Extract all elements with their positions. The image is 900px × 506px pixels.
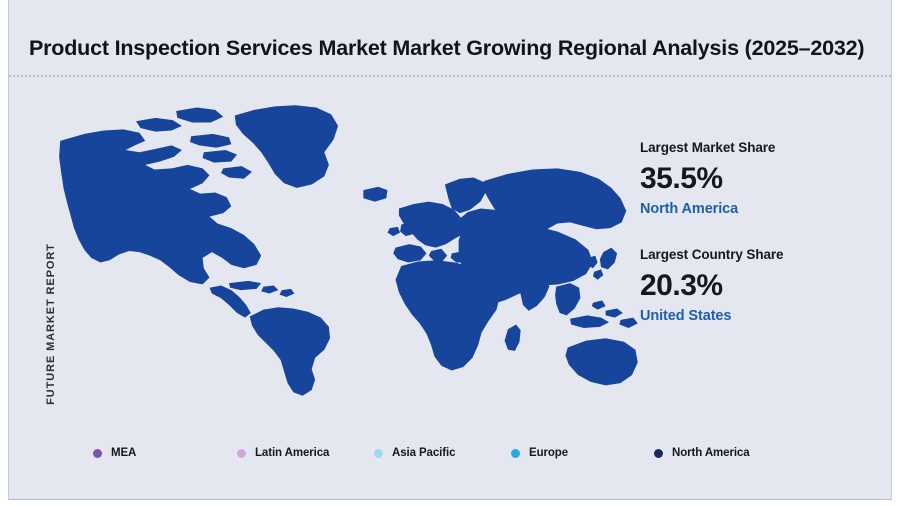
- legend-dot-icon: [511, 448, 520, 458]
- southern-europe-landmass: [393, 244, 474, 263]
- legend-item-north-america: North America: [654, 447, 750, 459]
- british-isles: [387, 221, 418, 237]
- middle-east-landmass: [467, 257, 506, 289]
- legend-item-mea: MEA: [93, 447, 136, 459]
- stats-panel: Largest Market Share 35.5% North America…: [640, 140, 880, 354]
- north-america-landmass: [59, 129, 262, 285]
- stat-label: Largest Market Share: [640, 140, 776, 155]
- stat-block-largest-country-share: Largest Country Share 20.3% United State…: [640, 247, 880, 324]
- legend-item-europe: Europe: [511, 447, 568, 459]
- legend: MEA Latin America Asia Pacific Europe No…: [93, 447, 803, 467]
- indonesia-archipelago: [570, 300, 638, 328]
- legend-item-label: Asia Pacific: [392, 447, 456, 459]
- legend-dot-icon: [93, 448, 102, 458]
- iceland-landmass: [363, 186, 388, 202]
- stat-region: North America: [640, 201, 739, 217]
- legend-item-label: MEA: [111, 447, 137, 459]
- title-divider: [9, 75, 891, 77]
- stat-value: 35.5%: [640, 162, 723, 195]
- legend-item-label: Europe: [529, 447, 569, 459]
- australia-landmass: [565, 338, 638, 386]
- korea-peninsula: [587, 255, 598, 269]
- southeast-asia-landmass: [555, 283, 581, 316]
- india-landmass: [518, 274, 550, 311]
- greenland-landmass: [234, 105, 339, 188]
- legend-item-label: Latin America: [255, 447, 330, 459]
- legend-dot-icon: [374, 448, 383, 458]
- legend-item-asia-pacific: Asia Pacific: [374, 447, 455, 459]
- northern-asia-landmass: [482, 168, 627, 239]
- stat-block-largest-market-share: Largest Market Share 35.5% North America: [640, 140, 880, 217]
- page-title: Product Inspection Services Market Marke…: [29, 36, 865, 60]
- south-america-landmass: [249, 307, 331, 396]
- japan-islands: [592, 247, 618, 280]
- legend-item-label: North America: [672, 447, 750, 459]
- stat-value: 20.3%: [640, 269, 723, 302]
- world-map-container: [59, 88, 639, 398]
- stat-label: Largest Country Share: [640, 247, 784, 262]
- scandinavia-landmass: [444, 177, 487, 214]
- caribbean-islands: [229, 280, 295, 297]
- arctic-islands: [136, 107, 252, 179]
- central-america-landmass: [209, 285, 251, 318]
- legend-item-latin-america: Latin America: [237, 447, 329, 459]
- madagascar-landmass: [504, 324, 521, 351]
- title-bar: Product Inspection Services Market Marke…: [9, 0, 891, 77]
- stat-region: United States: [640, 308, 732, 324]
- legend-dot-icon: [654, 448, 663, 458]
- world-map-svg: [59, 105, 638, 396]
- legend-dot-icon: [237, 448, 246, 458]
- infographic-canvas: Product Inspection Services Market Marke…: [8, 0, 892, 500]
- vertical-brand-watermark: FUTURE MARKET REPORT: [45, 243, 57, 405]
